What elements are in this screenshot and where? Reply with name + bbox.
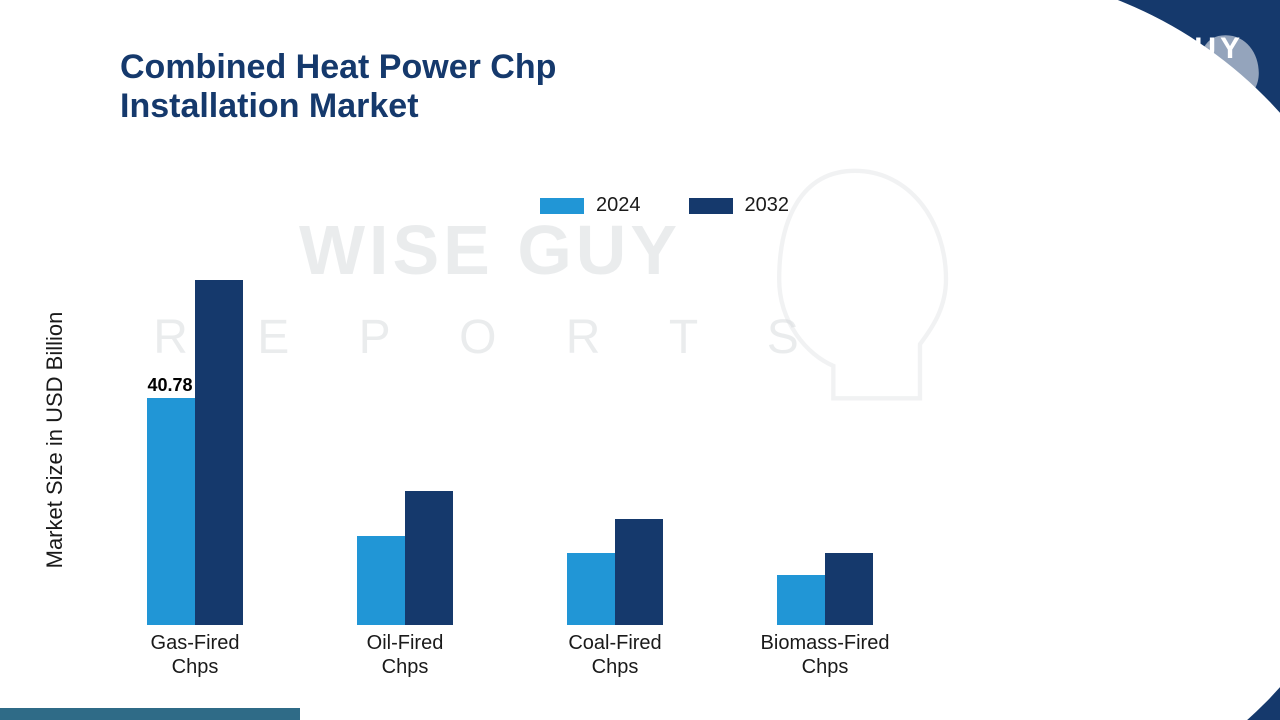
bar-group: Biomass-FiredChps — [740, 235, 910, 679]
bar-2032 — [405, 491, 453, 625]
chart-plot-area: 40.78 Gas-FiredChps Oil-FiredChps Coal-Fire… — [100, 230, 920, 690]
brand-logo-text: WISE GUY R E P O R T S — [984, 32, 1244, 86]
bar-2032 — [615, 519, 663, 625]
bar-group: Coal-FiredChps — [530, 235, 700, 679]
bar-2032 — [195, 280, 243, 625]
chart-plot: 40.78Gas-FiredChpsOil-FiredChpsCoal-Fire… — [100, 230, 920, 620]
legend: 2024 2032 — [540, 194, 789, 217]
chart-title: Combined Heat Power Chp Installation Mar… — [120, 48, 680, 126]
legend-swatch-2032 — [689, 198, 733, 214]
category-label: Biomass-FiredChps — [740, 631, 910, 679]
legend-label-2024: 2024 — [596, 194, 641, 217]
legend-item-2032: 2032 — [689, 194, 790, 217]
bar-2024 — [567, 553, 615, 625]
bar-2024 — [357, 536, 405, 625]
category-label: Oil-FiredChps — [320, 631, 490, 679]
legend-swatch-2024 — [540, 198, 584, 214]
legend-item-2024: 2024 — [540, 194, 641, 217]
brand-line1: WISE GUY — [984, 32, 1244, 66]
chart-canvas: WISE GUY R E P O R T S Combined Heat Pow… — [0, 0, 1280, 720]
bar-value-label: 40.78 — [135, 375, 205, 396]
bottom-accent-bar — [0, 708, 300, 720]
bar-2032 — [825, 553, 873, 625]
category-label: Coal-FiredChps — [530, 631, 700, 679]
legend-label-2032: 2032 — [745, 194, 790, 217]
brand-line2: R E P O R T S — [984, 70, 1244, 86]
y-axis-label: Market Size in USD Billion — [42, 230, 68, 650]
bar-group: Oil-FiredChps — [320, 235, 490, 679]
bar-group: 40.78 Gas-FiredChps — [110, 235, 280, 679]
bar-2024 — [777, 575, 825, 625]
bar-2024 — [147, 398, 195, 625]
category-label: Gas-FiredChps — [110, 631, 280, 679]
